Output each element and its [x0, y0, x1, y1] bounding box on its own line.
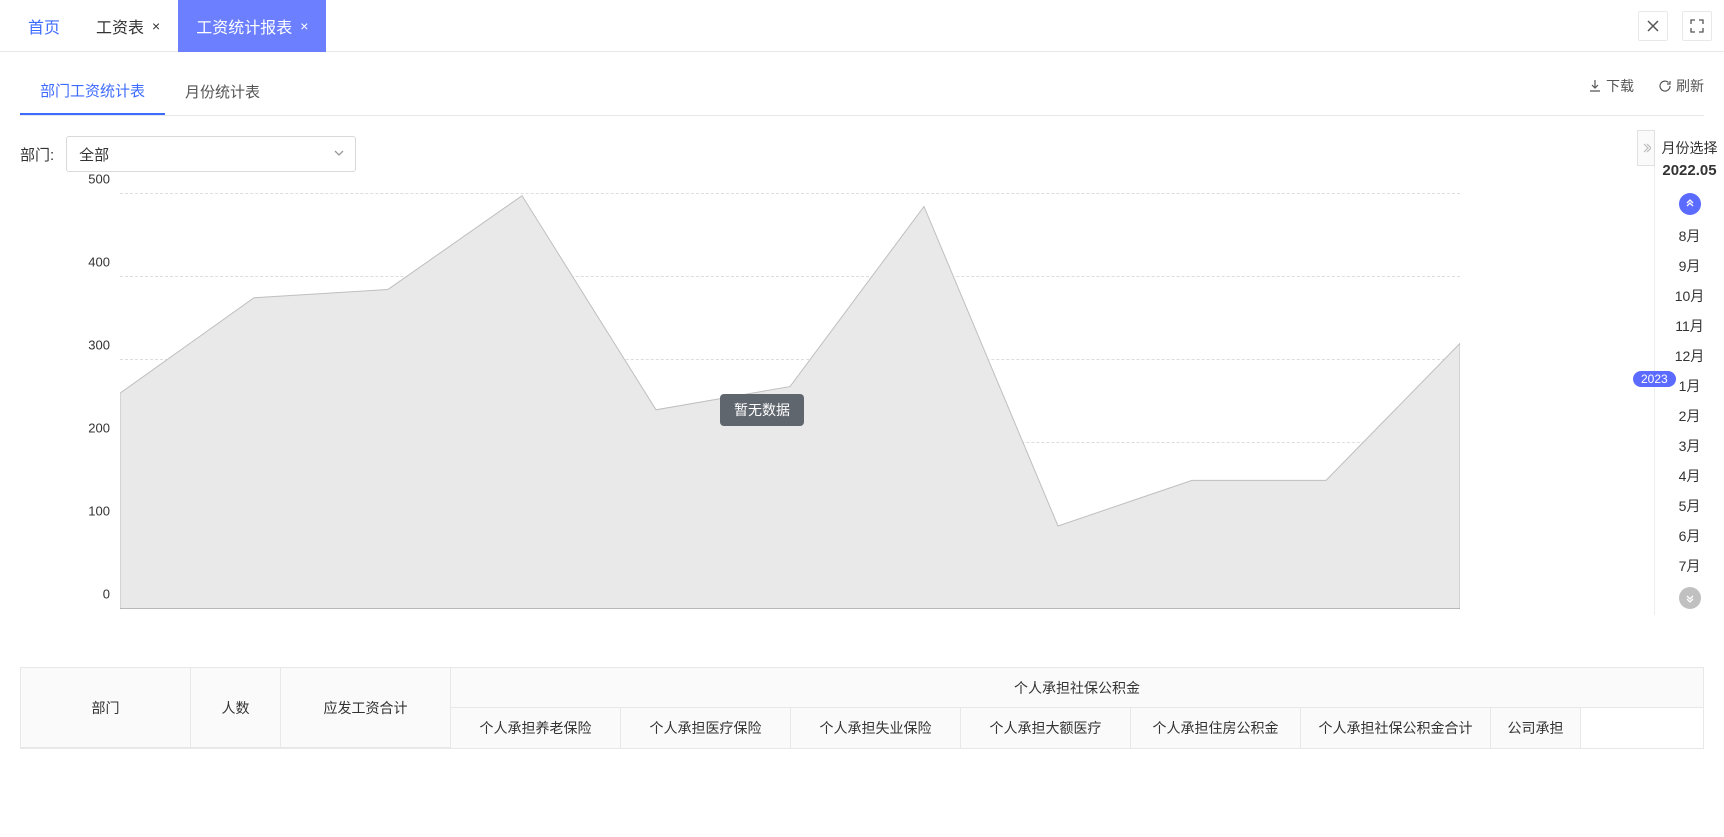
month-list: 8月9月10月11月12月20231月2月3月4月5月6月7月 [1655, 221, 1724, 581]
tab-salary-label: 工资表 [96, 14, 144, 38]
inner-tab-b-label: 月份统计表 [185, 84, 260, 101]
tab-salary-report-label: 工资统计报表 [196, 14, 292, 38]
th-group-personal: 个人承担社保公积金 个人承担养老保险 个人承担医疗保险 个人承担失业保险 个人承… [451, 668, 1703, 748]
inner-tab-month-stats[interactable]: 月份统计表 [165, 71, 280, 114]
tab-salary-report[interactable]: 工资统计报表 × [178, 0, 326, 52]
year-badge: 2023 [1633, 371, 1676, 387]
dept-select-value: 全部 [79, 144, 109, 165]
top-right-controls [1638, 0, 1712, 52]
refresh-button[interactable]: 刷新 [1658, 76, 1704, 96]
no-data-badge: 暂无数据 [720, 394, 804, 426]
th-total-label: 应发工资合计 [324, 698, 408, 718]
th-company-partial: 公司承担 [1491, 708, 1581, 748]
inner-actions: 下载 刷新 [1588, 76, 1704, 96]
no-data-label: 暂无数据 [734, 402, 790, 418]
month-item[interactable]: 12月 [1655, 341, 1724, 371]
y-tick: 400 [88, 255, 110, 270]
month-item[interactable]: 6月 [1655, 521, 1724, 551]
th-sub-housing: 个人承担住房公积金 [1131, 708, 1301, 748]
y-tick: 0 [103, 587, 110, 602]
close-all-icon[interactable] [1638, 11, 1668, 41]
th-sub-pension-label: 个人承担养老保险 [480, 718, 592, 738]
chart-y-axis: 0 100 200 300 400 500 [20, 194, 120, 609]
th-count: 人数 [191, 668, 281, 748]
th-sub-medical-label: 个人承担医疗保险 [650, 718, 762, 738]
y-tick: 200 [88, 421, 110, 436]
month-item[interactable]: 5月 [1655, 491, 1724, 521]
th-dept: 部门 [21, 668, 191, 748]
download-button[interactable]: 下载 [1588, 76, 1634, 96]
fullscreen-icon[interactable] [1682, 11, 1712, 41]
tab-home-label: 首页 [28, 14, 60, 38]
th-sub-unemployment-label: 个人承担失业保险 [820, 718, 932, 738]
month-selector-panel: 月份选择 2022.05 8月9月10月11月12月20231月2月3月4月5月… [1654, 130, 1724, 615]
th-dept-label: 部门 [92, 698, 120, 718]
refresh-label: 刷新 [1676, 76, 1704, 96]
dept-filter-label: 部门: [20, 144, 54, 165]
th-count-label: 人数 [222, 698, 250, 718]
refresh-icon [1658, 79, 1672, 93]
inner-tab-a-label: 部门工资统计表 [40, 83, 145, 100]
y-tick: 100 [88, 504, 110, 519]
inner-tab-dept-stats[interactable]: 部门工资统计表 [20, 70, 165, 115]
content-area: 部门工资统计表 月份统计表 下载 刷新 部门: 全部 0 1 [0, 52, 1724, 749]
th-group-personal-head: 个人承担社保公积金 [451, 668, 1703, 708]
dept-select[interactable]: 全部 [66, 136, 356, 172]
th-sub-unemployment: 个人承担失业保险 [791, 708, 961, 748]
month-item[interactable]: 4月 [1655, 461, 1724, 491]
download-label: 下载 [1606, 76, 1634, 96]
month-item[interactable]: 10月 [1655, 281, 1724, 311]
th-sub-housing-label: 个人承担住房公积金 [1153, 718, 1279, 738]
th-sub-largemed-label: 个人承担大额医疗 [990, 718, 1102, 738]
collapse-month-panel-icon[interactable] [1637, 130, 1655, 166]
month-item[interactable]: 11月 [1655, 311, 1724, 341]
th-company-partial-label: 公司承担 [1508, 718, 1564, 738]
th-total: 应发工资合计 [281, 668, 451, 748]
tab-home[interactable]: 首页 [10, 0, 78, 52]
download-icon [1588, 79, 1602, 93]
month-item[interactable]: 2月 [1655, 401, 1724, 431]
close-icon[interactable]: × [300, 18, 308, 34]
inner-tabs: 部门工资统计表 月份统计表 下载 刷新 [20, 70, 1704, 116]
month-item[interactable]: 3月 [1655, 431, 1724, 461]
y-tick: 300 [88, 338, 110, 353]
month-panel-title: 月份选择 [1655, 130, 1724, 162]
month-item[interactable]: 8月 [1655, 221, 1724, 251]
top-tabs-bar: 首页 工资表 × 工资统计报表 × [0, 0, 1724, 52]
th-sub-personal-total-label: 个人承担社保公积金合计 [1319, 718, 1473, 738]
month-scroll-down-icon[interactable] [1679, 587, 1701, 609]
th-sub-personal-total: 个人承担社保公积金合计 [1301, 708, 1491, 748]
filter-row: 部门: 全部 [20, 116, 1704, 184]
month-scroll-up-icon[interactable] [1679, 193, 1701, 215]
salary-chart: 0 100 200 300 400 500 暂无数据 [20, 194, 1460, 639]
y-tick: 500 [88, 172, 110, 187]
month-panel-current: 2022.05 [1655, 162, 1724, 187]
th-sub-medical: 个人承担医疗保险 [621, 708, 791, 748]
chevron-down-icon [333, 146, 345, 163]
th-sub-largemed: 个人承担大额医疗 [961, 708, 1131, 748]
th-sub-pension: 个人承担养老保险 [451, 708, 621, 748]
close-icon[interactable]: × [152, 18, 160, 34]
stats-table: 部门 人数 应发工资合计 个人承担社保公积金 个人承担养老保险 个人承担医疗保险… [20, 667, 1704, 749]
tab-salary[interactable]: 工资表 × [78, 0, 178, 52]
month-item[interactable]: 7月 [1655, 551, 1724, 581]
month-item[interactable]: 9月 [1655, 251, 1724, 281]
th-group-personal-label: 个人承担社保公积金 [1014, 678, 1140, 698]
